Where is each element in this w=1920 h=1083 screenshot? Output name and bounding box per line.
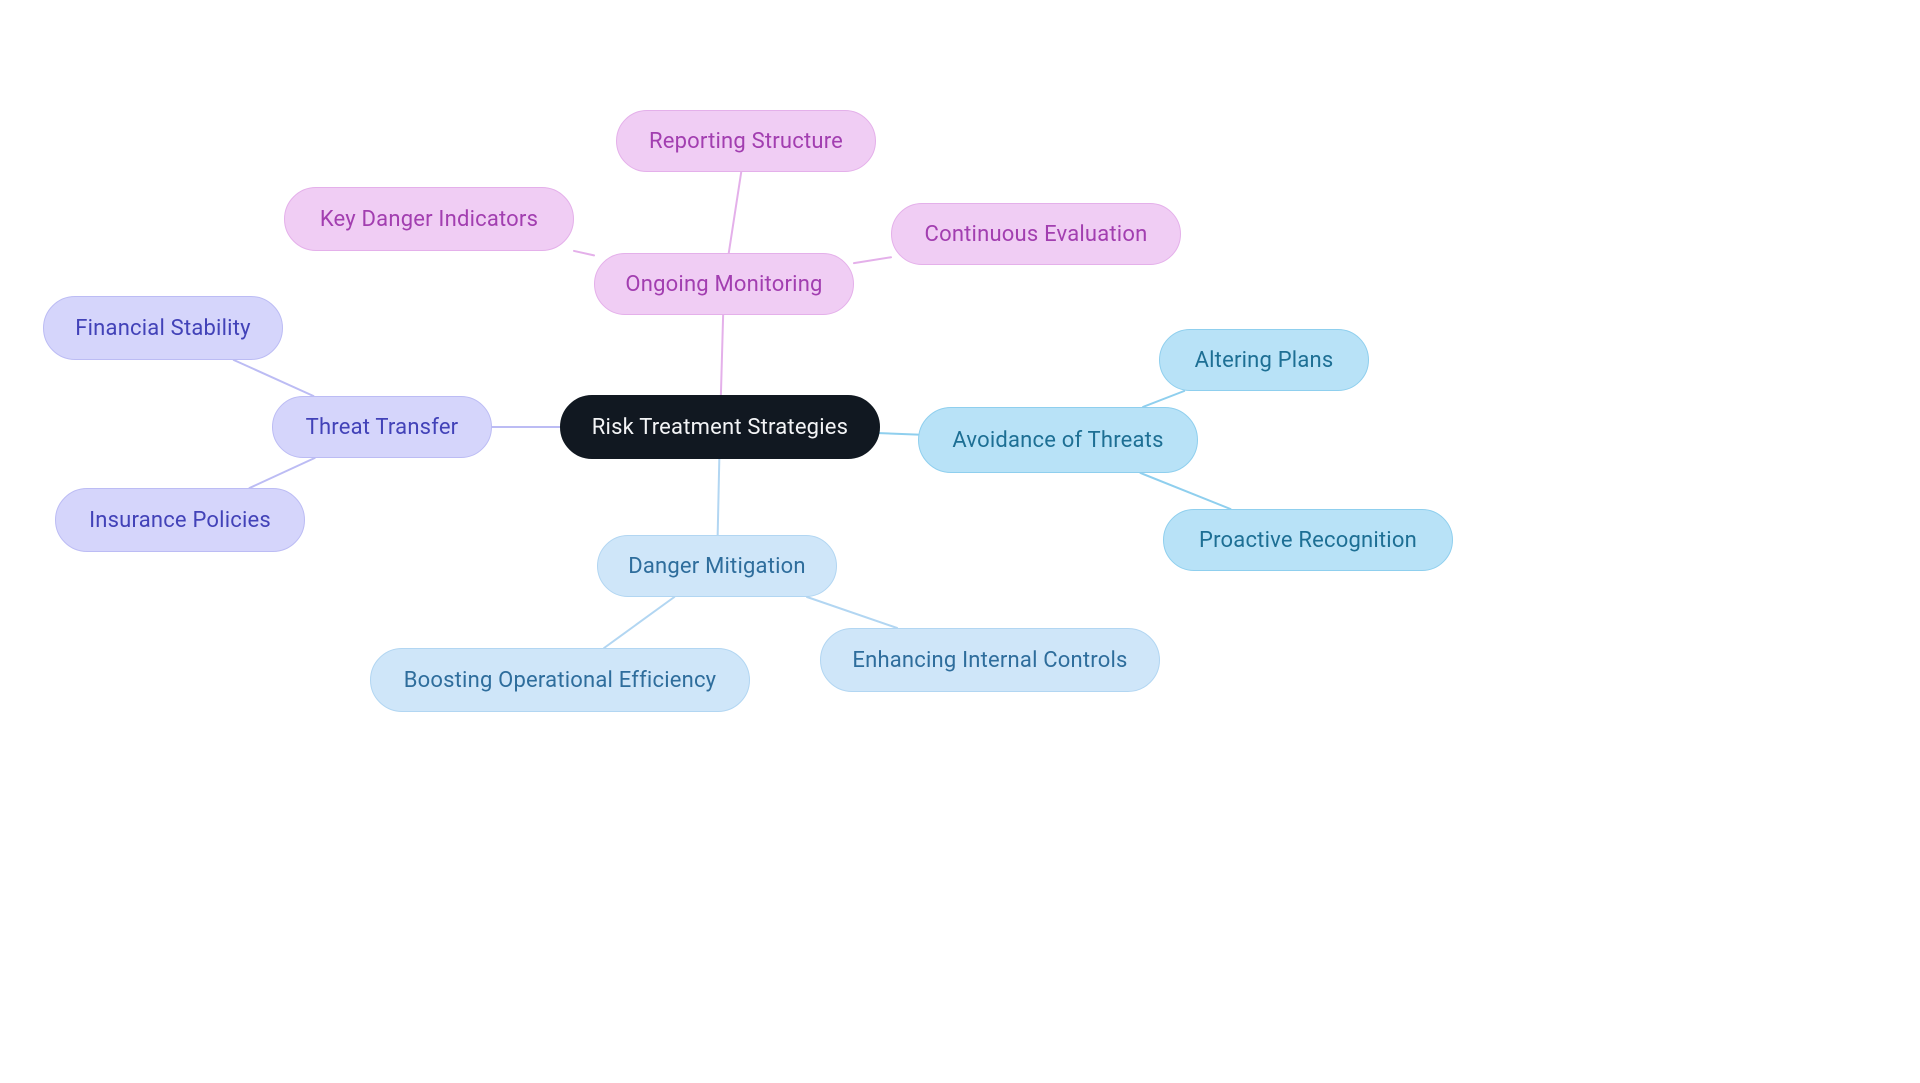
- edge: [1141, 473, 1231, 509]
- edge: [729, 172, 741, 253]
- node-label: Threat Transfer: [306, 415, 459, 440]
- edge: [880, 433, 918, 434]
- edge: [1143, 391, 1184, 407]
- edge: [574, 251, 594, 255]
- mindmap-node-monitor-kdi: Key Danger Indicators: [284, 187, 574, 251]
- mindmap-node-mitig-boost: Boosting Operational Efficiency: [370, 648, 750, 712]
- node-label: Continuous Evaluation: [925, 222, 1148, 247]
- node-label: Proactive Recognition: [1199, 528, 1417, 553]
- node-label: Altering Plans: [1195, 348, 1334, 373]
- mindmap-canvas: Risk Treatment Strategies Avoidance of Th…: [0, 0, 1920, 1083]
- node-label: Danger Mitigation: [628, 554, 806, 579]
- mindmap-node-avoid: Avoidance of Threats: [918, 407, 1198, 473]
- mindmap-node-root: Risk Treatment Strategies: [560, 395, 880, 459]
- edge: [721, 315, 723, 395]
- mindmap-node-monitor: Ongoing Monitoring: [594, 253, 854, 315]
- node-label: Key Danger Indicators: [320, 207, 538, 232]
- mindmap-node-avoid-alter: Altering Plans: [1159, 329, 1369, 391]
- edge: [718, 459, 720, 535]
- mindmap-node-transfer: Threat Transfer: [272, 396, 492, 458]
- node-label: Reporting Structure: [649, 129, 843, 154]
- node-label: Insurance Policies: [89, 508, 271, 533]
- node-label: Enhancing Internal Controls: [852, 648, 1127, 673]
- edge: [807, 597, 897, 628]
- node-label: Ongoing Monitoring: [625, 272, 822, 297]
- mindmap-node-mitig-controls: Enhancing Internal Controls: [820, 628, 1160, 692]
- mindmap-node-transfer-fin: Financial Stability: [43, 296, 283, 360]
- edge: [234, 360, 314, 396]
- mindmap-node-transfer-ins: Insurance Policies: [55, 488, 305, 552]
- node-label: Boosting Operational Efficiency: [404, 668, 717, 693]
- mindmap-node-monitor-eval: Continuous Evaluation: [891, 203, 1181, 265]
- edge: [604, 597, 674, 648]
- edge: [250, 458, 315, 488]
- mindmap-node-avoid-proactive: Proactive Recognition: [1163, 509, 1453, 571]
- mindmap-node-monitor-report: Reporting Structure: [616, 110, 876, 172]
- node-label: Risk Treatment Strategies: [592, 415, 848, 440]
- mindmap-node-mitig: Danger Mitigation: [597, 535, 837, 597]
- edge: [854, 257, 891, 263]
- node-label: Financial Stability: [75, 316, 250, 341]
- node-label: Avoidance of Threats: [952, 428, 1163, 453]
